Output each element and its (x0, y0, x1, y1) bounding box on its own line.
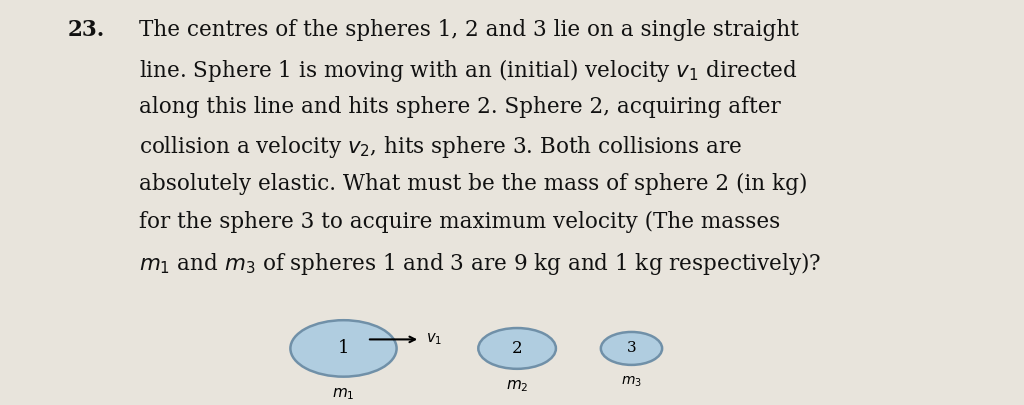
Ellipse shape (291, 320, 396, 377)
Text: line. Sphere 1 is moving with an (initial) velocity $v_1$ directed: line. Sphere 1 is moving with an (initia… (139, 58, 798, 85)
Text: $m_1$: $m_1$ (332, 386, 354, 402)
Ellipse shape (601, 332, 663, 365)
Text: $v_1$: $v_1$ (426, 332, 442, 347)
Text: 2: 2 (512, 340, 522, 357)
Text: $m_3$: $m_3$ (621, 375, 642, 389)
Ellipse shape (478, 328, 556, 369)
Text: for the sphere 3 to acquire maximum velocity (The masses: for the sphere 3 to acquire maximum velo… (139, 211, 780, 233)
Text: 1: 1 (338, 339, 349, 358)
Text: $m_1$ and $m_3$ of spheres 1 and 3 are 9 kg and 1 kg respectively)?: $m_1$ and $m_3$ of spheres 1 and 3 are 9… (139, 249, 821, 277)
Text: 23.: 23. (68, 19, 105, 41)
Text: along this line and hits sphere 2. Sphere 2, acquiring after: along this line and hits sphere 2. Spher… (139, 96, 781, 118)
Text: The centres of the spheres 1, 2 and 3 lie on a single straight: The centres of the spheres 1, 2 and 3 li… (139, 19, 799, 41)
Text: collision a velocity $v_2$, hits sphere 3. Both collisions are: collision a velocity $v_2$, hits sphere … (139, 134, 742, 160)
Text: $m_2$: $m_2$ (506, 379, 528, 394)
Text: 3: 3 (627, 341, 636, 356)
Text: absolutely elastic. What must be the mass of sphere 2 (in kg): absolutely elastic. What must be the mas… (139, 173, 808, 195)
